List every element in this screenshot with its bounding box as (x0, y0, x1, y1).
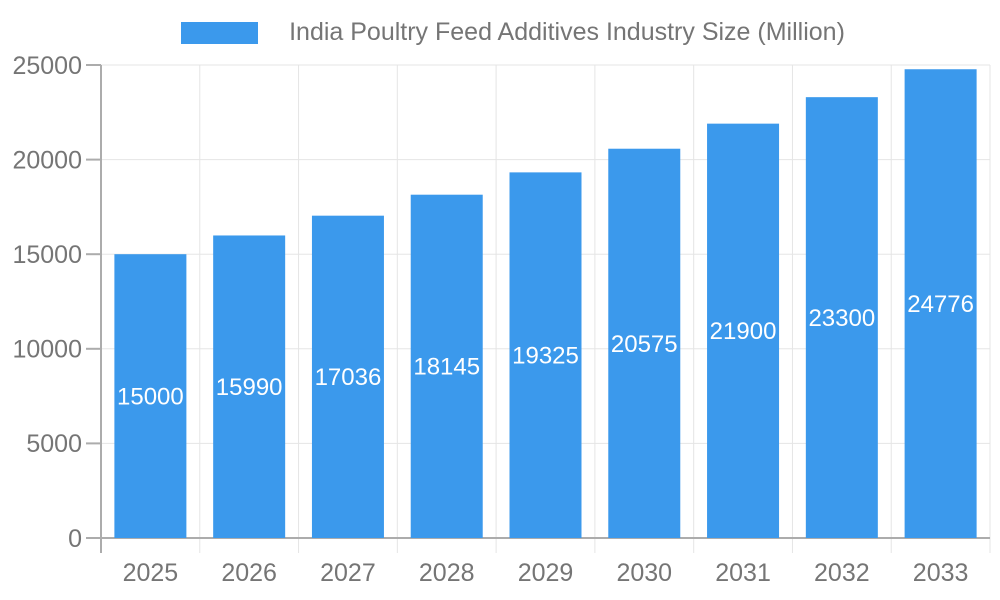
bar-value-label: 18145 (413, 354, 480, 381)
bar-2025[interactable] (114, 254, 187, 538)
legend-label: India Poultry Feed Additives Industry Si… (289, 18, 845, 46)
bar-value-label: 15000 (117, 384, 184, 411)
bar-value-label: 20575 (611, 331, 678, 358)
bar-value-label: 17036 (315, 364, 382, 391)
legend[interactable]: India Poultry Feed Additives Industry Si… (0, 10, 1000, 55)
y-tick-label: 15000 (12, 241, 82, 269)
x-tick-label: 2033 (913, 559, 969, 587)
x-tick-label: 2026 (221, 559, 277, 587)
bar-2029[interactable] (509, 172, 582, 538)
legend-item[interactable]: India Poultry Feed Additives Industry Si… (181, 18, 845, 47)
x-tick-label: 2025 (123, 559, 179, 587)
y-tick-label: 0 (68, 525, 82, 553)
bar-2028[interactable] (410, 194, 483, 538)
legend-swatch (181, 21, 259, 44)
bar-value-label: 24776 (907, 291, 974, 318)
bar-2032[interactable] (805, 97, 878, 538)
x-tick-label: 2032 (814, 559, 870, 587)
x-tick-label: 2027 (320, 559, 376, 587)
bar-2033[interactable] (904, 69, 977, 538)
y-tick-label: 5000 (26, 430, 82, 458)
y-tick-label: 10000 (12, 336, 82, 364)
bar-2030[interactable] (608, 148, 681, 538)
bar-2027[interactable] (311, 215, 384, 538)
x-tick-label: 2030 (616, 559, 672, 587)
bar-value-label: 23300 (808, 305, 875, 332)
y-tick-label: 20000 (12, 146, 82, 174)
x-tick-label: 2029 (518, 559, 574, 587)
bar-2026[interactable] (213, 235, 286, 539)
bar-value-label: 15990 (216, 374, 283, 401)
bar-value-label: 21900 (710, 318, 777, 345)
x-tick-label: 2031 (715, 559, 771, 587)
y-tick-label: 25000 (12, 52, 82, 80)
x-tick-label: 2028 (419, 559, 475, 587)
bar-2031[interactable] (707, 123, 780, 538)
bar-value-label: 19325 (512, 343, 579, 370)
